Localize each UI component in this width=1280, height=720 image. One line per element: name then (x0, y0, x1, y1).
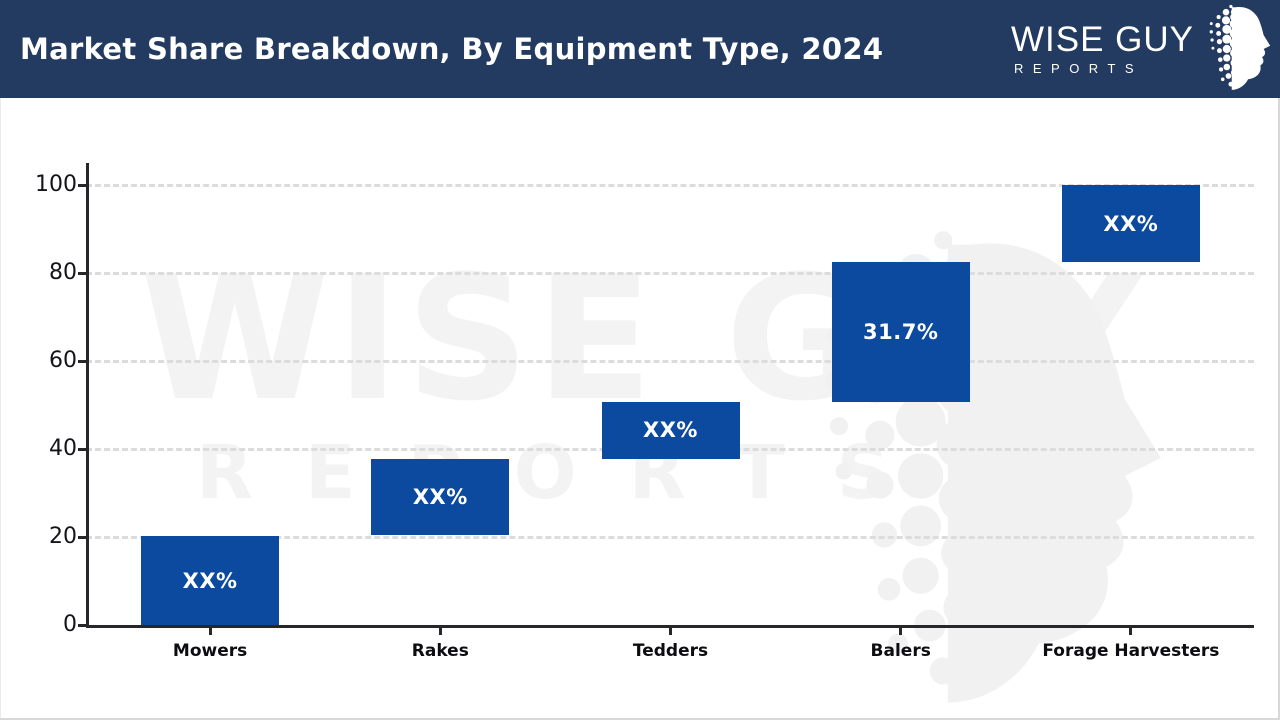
y-tick-label-20: 20 (49, 524, 77, 549)
y-axis-tick-0 (78, 623, 86, 627)
plot-area: WISE GUY REPORTS 0 20 40 60 80 100 Mowers XX% Ra… (0, 98, 1280, 720)
y-axis-tick-80 (78, 271, 86, 275)
x-axis-line (86, 624, 1254, 628)
y-tick-label-40: 40 (49, 436, 77, 461)
x-axis-tick-balers (899, 627, 903, 635)
y-axis-tick-40 (78, 447, 86, 451)
y-tick-label-80: 80 (49, 260, 77, 285)
bar-balers: 31.7% (831, 262, 970, 402)
x-axis-label-forage-harvesters: Forage Harvesters (1042, 641, 1220, 661)
gridline-y-80 (86, 271, 1254, 275)
x-axis-tick-rakes (438, 627, 442, 635)
y-tick-label-60: 60 (49, 348, 77, 373)
chart-title: Market Share Breakdown, By Equipment Typ… (20, 32, 884, 66)
y-tick-label-0: 0 (63, 612, 77, 637)
bar-value-label: XX% (1103, 211, 1159, 236)
bar-value-label: 31.7% (863, 320, 939, 345)
bar-value-label: XX% (412, 484, 468, 509)
bar-mowers: XX% (141, 536, 280, 625)
logo-text: WISE GUY REPORTS (1011, 22, 1194, 76)
y-axis-tick-20 (78, 535, 86, 539)
bar-value-label: XX% (643, 418, 698, 443)
x-axis-label-tedders: Tedders (632, 641, 709, 661)
header: Market Share Breakdown, By Equipment Typ… (0, 0, 1280, 98)
bar-tedders: XX% (601, 401, 740, 459)
logo-subtitle: REPORTS (1013, 61, 1144, 76)
x-axis-label-rakes: Rakes (411, 641, 469, 661)
y-axis-line (86, 163, 89, 628)
x-axis-label-mowers: Mowers (172, 641, 248, 661)
x-axis-tick-mowers (208, 627, 212, 635)
x-axis-label-balers: Balers (870, 641, 931, 661)
x-axis-tick-tedders (669, 627, 672, 635)
logo-wordmark: WISE GUY (1010, 20, 1194, 59)
gridline-y-100 (86, 183, 1254, 187)
image-left-border (0, 98, 1, 720)
image-right-border (1278, 98, 1280, 720)
image-bottom-border (0, 718, 1280, 720)
bar-forage-harvesters: XX% (1061, 185, 1200, 263)
y-axis-tick-60 (78, 359, 86, 363)
wiseguy-head-icon (1196, 4, 1274, 94)
gridline-y-20 (86, 535, 1254, 539)
wiseguy-logo: WISE GUY REPORTS (1011, 2, 1274, 96)
x-axis-tick-forage-harvesters (1129, 627, 1133, 635)
bar-value-label: XX% (182, 568, 238, 593)
y-axis-tick-100 (78, 183, 86, 187)
bar-rakes: XX% (371, 458, 510, 536)
gridline-y-60 (86, 359, 1254, 363)
y-tick-label-100: 100 (35, 172, 77, 197)
